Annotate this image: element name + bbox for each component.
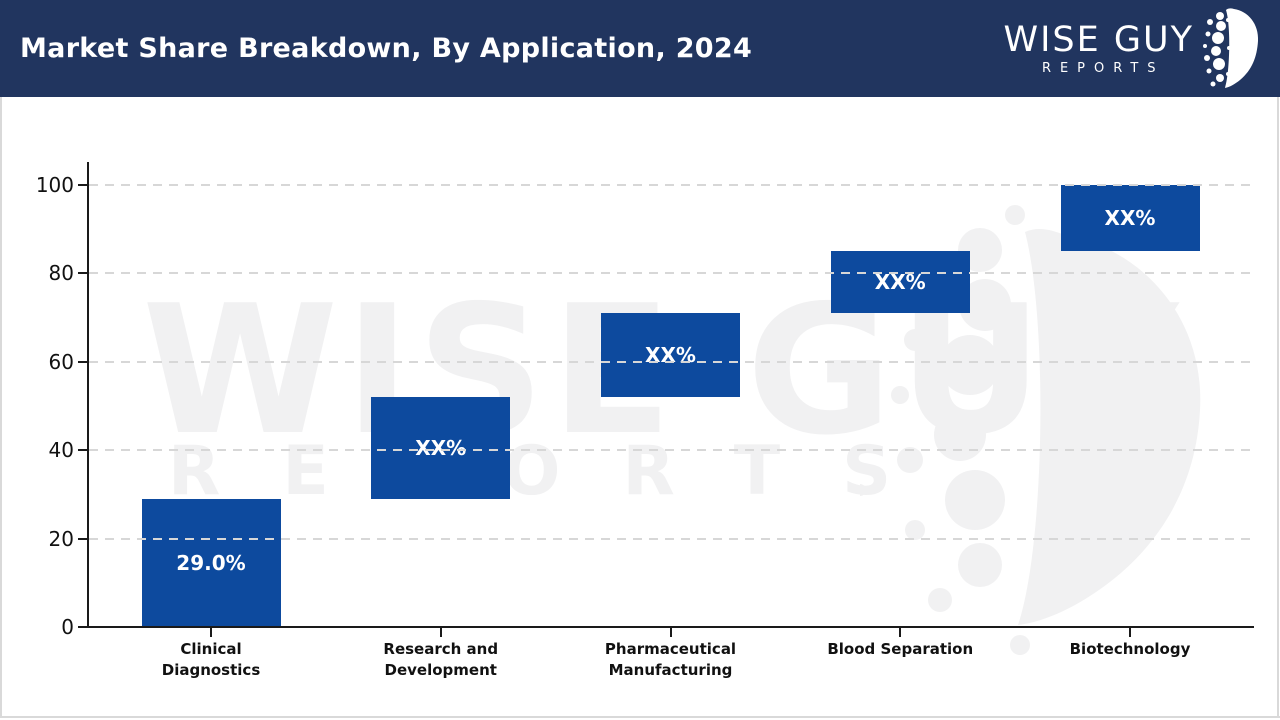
page-border-bottom <box>0 716 1280 718</box>
y-tick-mark-0 <box>78 626 87 628</box>
header-bar: Market Share Breakdown, By Application, … <box>0 0 1280 97</box>
gridline-80 <box>89 272 1253 275</box>
bar-pharmaceutical-manufacturing: XX% <box>601 313 740 398</box>
y-tick-label-20: 20 <box>48 526 74 551</box>
bar-value-label-clinical-diagnostics: 29.0% <box>176 550 246 575</box>
y-tick-label-40: 40 <box>48 438 74 463</box>
y-tick-label-0: 0 <box>61 615 74 639</box>
gridline-60 <box>89 360 1253 363</box>
y-tick-mark-20 <box>78 537 87 540</box>
page-border-right <box>1277 97 1279 717</box>
bar-value-label-research-and-development: XX% <box>415 435 467 460</box>
x-axis-line <box>87 626 1254 628</box>
bar-blood-separation: XX% <box>830 251 970 314</box>
y-tick-label-100: 100 <box>35 173 74 197</box>
x-axis-label-research-and-development: Research and Development <box>383 640 499 679</box>
page-border-left <box>0 97 2 717</box>
gridline-40 <box>89 449 1253 452</box>
y-tick-mark-40 <box>78 449 87 452</box>
watermark-face-icon <box>860 205 1201 655</box>
logo-face-icon <box>1203 7 1259 88</box>
x-axis-label-biotechnology: Biotechnology <box>1069 640 1191 658</box>
y-axis-line <box>87 162 89 628</box>
y-tick-mark-60 <box>78 360 87 363</box>
bar-biotechnology: XX% <box>1060 185 1200 252</box>
wise-guy-reports-logo: WISE GUY REPORTS <box>1003 7 1262 90</box>
logo-wordmark: WISE GUY <box>1003 19 1194 60</box>
gridline-20 <box>89 537 1253 540</box>
bar-value-label-pharmaceutical-manufacturing: XX% <box>645 343 696 368</box>
x-tick-mark-blood-separation <box>899 628 902 637</box>
y-tick-mark-80 <box>78 272 87 275</box>
x-axis-label-blood-separation: Blood Separation <box>827 640 974 658</box>
watermark-subtitle: REPORTS <box>168 432 954 511</box>
x-axis-label-clinical-diagnostics: Clinical Diagnostics <box>161 640 261 679</box>
x-tick-mark-biotechnology <box>1129 628 1131 637</box>
x-tick-mark-pharmaceutical-manufacturing <box>669 628 672 637</box>
page-title: Market Share Breakdown, By Application, … <box>20 33 753 64</box>
bar-value-label-biotechnology: XX% <box>1104 206 1156 231</box>
bar-research-and-development: XX% <box>371 397 511 499</box>
y-tick-mark-100 <box>78 184 87 186</box>
x-tick-mark-research-and-development <box>439 628 442 637</box>
gridline-100 <box>89 184 1253 186</box>
y-tick-label-80: 80 <box>48 261 74 286</box>
y-tick-label-60: 60 <box>48 349 74 374</box>
logo-subtitle: REPORTS <box>1041 60 1165 76</box>
x-tick-mark-clinical-diagnostics <box>210 628 212 637</box>
x-axis-label-pharmaceutical-manufacturing: Pharmaceutical Manufacturing <box>604 640 737 679</box>
bar-clinical-diagnostics: 29.0% <box>141 498 281 627</box>
